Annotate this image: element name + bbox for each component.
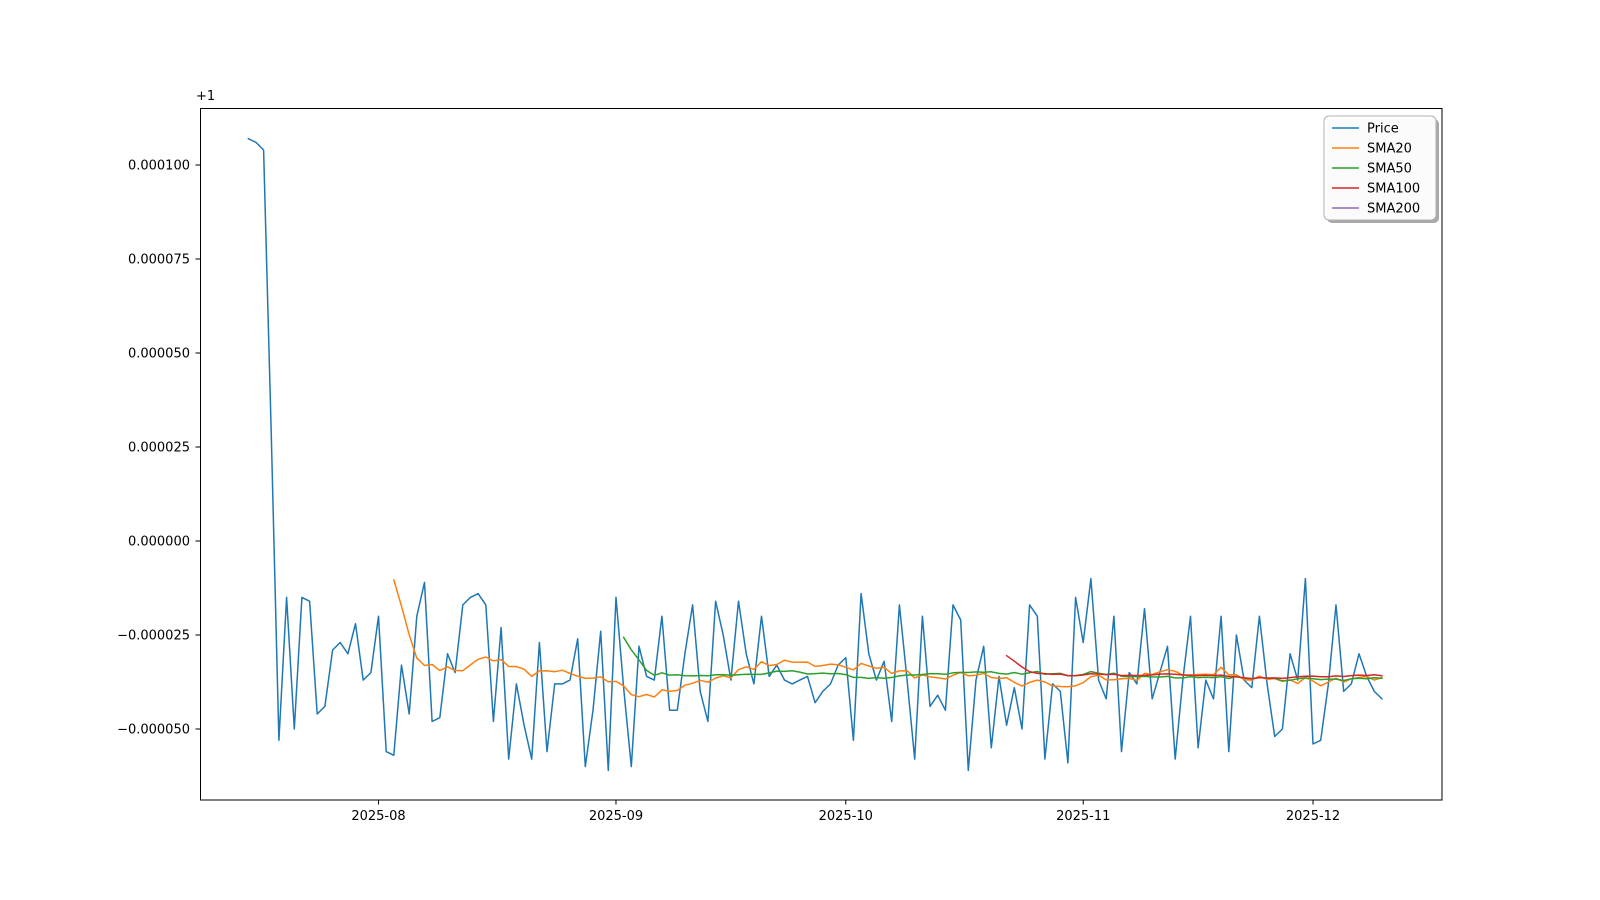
legend-item: SMA20 [1332,142,1412,157]
y-tick-label: −0.000050 [117,723,190,738]
y-tick-label: 0.000100 [128,159,190,174]
y-tick-label: 0.000075 [128,253,190,268]
legend-label: SMA200 [1367,202,1420,217]
legend-item: SMA200 [1332,202,1420,217]
legend-item: Price [1332,122,1399,137]
legend-label: SMA50 [1367,162,1412,177]
y-tick-label: 0.000025 [128,441,190,456]
x-tick-label: 2025-11 [1056,809,1110,824]
legend-item: SMA50 [1332,162,1412,177]
x-tick-label: 2025-08 [351,809,405,824]
y-tick-label: 0.000050 [128,347,190,362]
legend-frame [1323,115,1437,221]
y-axis: 0.000100 0.000075 0.000050 0.000025 0.000000… [117,89,215,738]
legend-label: SMA20 [1367,142,1412,157]
y-tick-label: −0.000025 [117,629,190,644]
x-tick-label: 2025-09 [589,809,643,824]
legend-item: SMA100 [1332,182,1420,197]
price-line [247,137,1383,772]
sma100-line [1005,654,1383,680]
axes-frame [200,108,1443,801]
x-tick-label: 2025-12 [1286,809,1340,824]
legend-label: Price [1367,122,1399,137]
y-axis-offset-label: +1 [196,89,215,104]
x-axis: 2025-08 2025-09 2025-10 2025-11 2025-12 [351,800,1340,824]
legend-label: SMA100 [1367,182,1420,197]
series-lines [247,137,1383,772]
y-tick-label: 0.000000 [128,535,190,550]
x-tick-label: 2025-10 [819,809,873,824]
legend: Price SMA20 SMA50 SMA100 SMA200 [1323,115,1439,223]
sma20-line [393,579,1383,698]
